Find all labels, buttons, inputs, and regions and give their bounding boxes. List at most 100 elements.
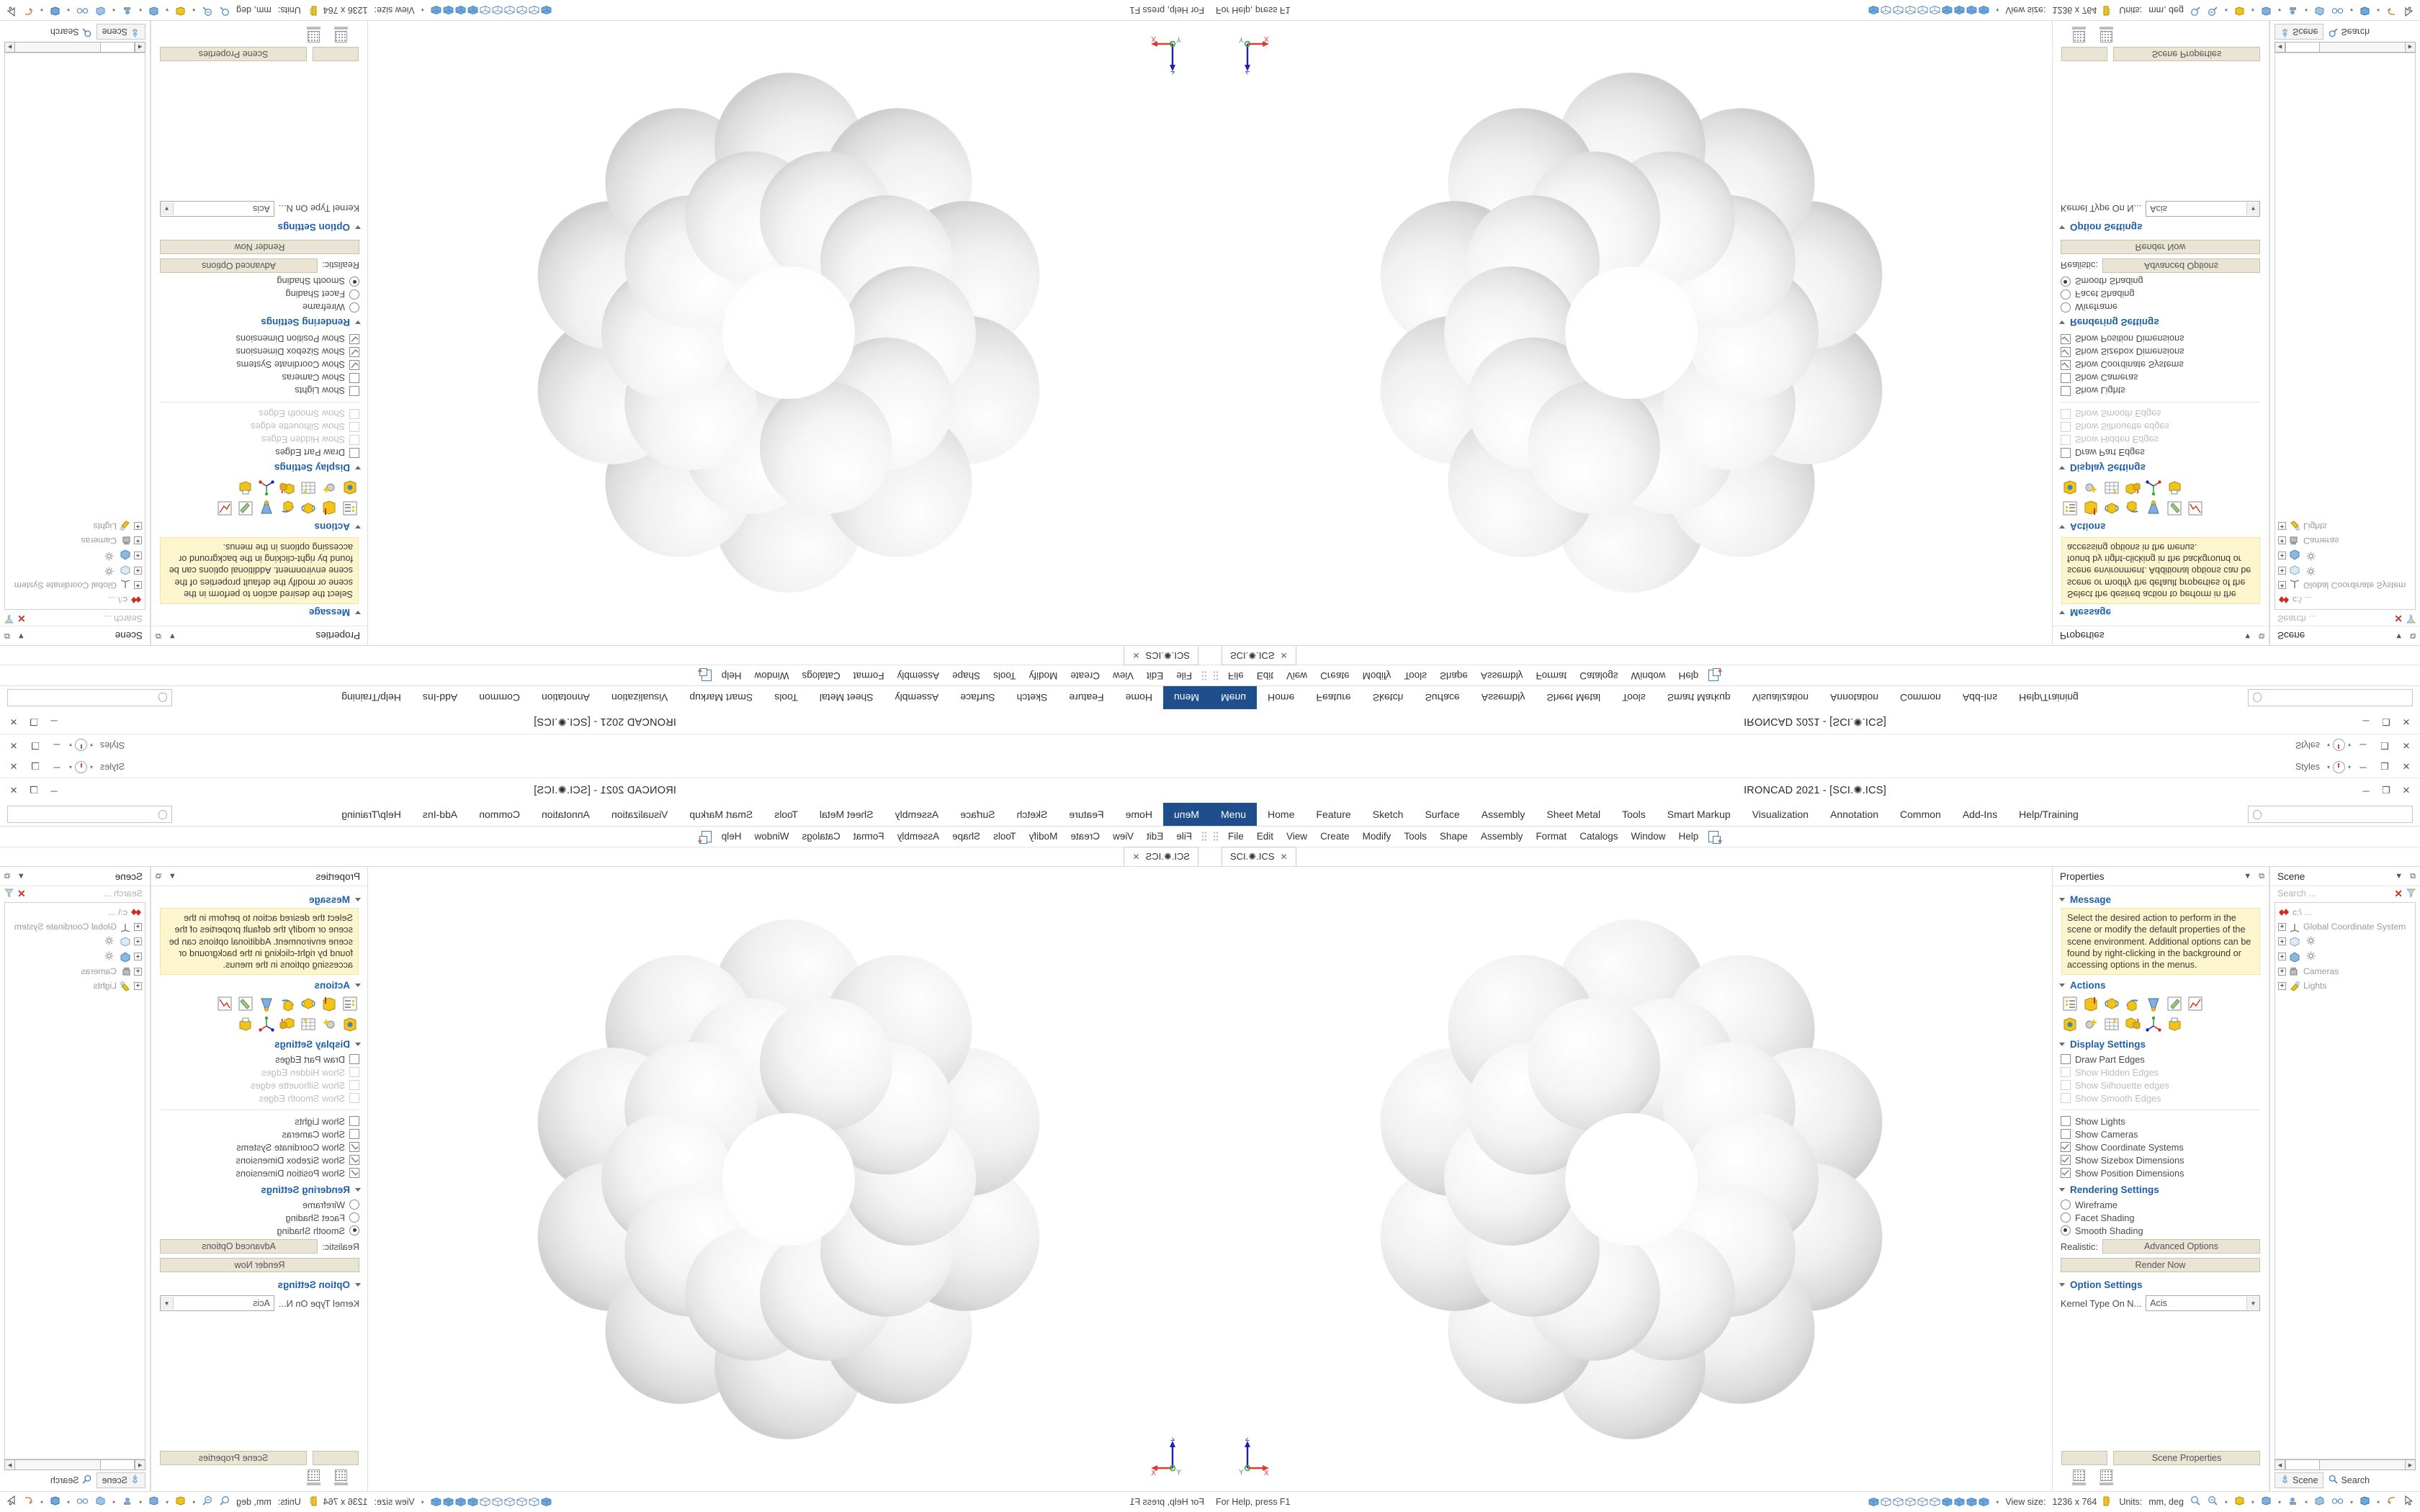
- page-setup-icon[interactable]: +: [698, 831, 712, 846]
- checkbox-show-position-dimensions[interactable]: Show Position Dimensions: [151, 333, 367, 346]
- view-cube-icon[interactable]: [2360, 4, 2370, 17]
- advanced-options-button[interactable]: Advanced Options: [160, 1239, 318, 1254]
- scene-tree-node[interactable]: [2275, 563, 2415, 578]
- scene-search-input[interactable]: Search ...: [104, 613, 143, 624]
- menu-item-format[interactable]: Format: [1536, 831, 1567, 842]
- restore-button[interactable]: ❐: [2380, 761, 2389, 772]
- checkbox-show-cameras[interactable]: Show Cameras: [151, 372, 367, 384]
- menu-item-view[interactable]: View: [1112, 831, 1134, 842]
- scroll-right-arrow-icon[interactable]: ▶: [4, 1459, 15, 1470]
- sweep-icon[interactable]: [279, 500, 295, 516]
- menu-item-create[interactable]: Create: [1320, 831, 1350, 842]
- select-arrow-icon[interactable]: [6, 4, 17, 17]
- display-settings-group-header[interactable]: Display Settings: [2059, 462, 2269, 473]
- menu-item-assembly[interactable]: Assembly: [1480, 831, 1523, 842]
- view-cube-7[interactable]: [467, 1497, 478, 1507]
- ribbon-tab-smart-markup[interactable]: Smart Markup: [689, 809, 753, 820]
- sweep-icon[interactable]: [2125, 500, 2141, 516]
- shading-chevron-down-icon[interactable]: ▾: [2277, 6, 2281, 14]
- perspective-icon[interactable]: [2314, 1495, 2325, 1508]
- checkbox-box[interactable]: [349, 1168, 359, 1179]
- view-cube-4[interactable]: [504, 5, 515, 15]
- revolve-icon[interactable]: [2104, 996, 2120, 1012]
- menu-item-view[interactable]: View: [1286, 831, 1308, 842]
- model-blob-torus[interactable]: [516, 60, 1063, 607]
- ribbon-tab-menu[interactable]: Menu: [1162, 803, 1210, 826]
- scroll-thumb[interactable]: [2285, 42, 2320, 53]
- checkbox-box[interactable]: [349, 1054, 359, 1065]
- close-button[interactable]: ✕: [2402, 761, 2411, 772]
- scene-properties-button[interactable]: Scene Properties: [160, 47, 307, 61]
- kernel-type-select[interactable]: Acis ▼: [2146, 200, 2260, 217]
- model-blob-torus[interactable]: [516, 906, 1063, 1453]
- assembly-icon[interactable]: [2125, 480, 2141, 496]
- loft-icon[interactable]: [2146, 500, 2161, 516]
- glasses-chevron-down-icon[interactable]: ▾: [67, 1498, 71, 1506]
- ribbon-search-input[interactable]: [2264, 692, 2408, 703]
- zoom-chevron-down-icon[interactable]: ▾: [2224, 1498, 2228, 1506]
- render-mode-icon[interactable]: [2234, 1495, 2245, 1508]
- print-icon[interactable]: [238, 1016, 254, 1032]
- kernel-type-chevron-down-icon[interactable]: ▼: [161, 202, 174, 215]
- filter-az-icon[interactable]: [4, 887, 14, 900]
- checkbox-show-lights[interactable]: Show Lights: [2053, 1115, 2269, 1128]
- checkbox-box[interactable]: [2061, 333, 2071, 344]
- list-properties-icon[interactable]: [2062, 500, 2078, 516]
- scene-tree-node[interactable]: Cameras: [5, 534, 145, 548]
- page-setup-icon[interactable]: +: [1708, 666, 1722, 681]
- scene-tree-node[interactable]: [2275, 934, 2415, 949]
- animation-icon[interactable]: [2083, 1016, 2099, 1032]
- checkbox-show-sizebox-dimensions[interactable]: Show Sizebox Dimensions: [2053, 346, 2269, 359]
- view-cube-8[interactable]: [1954, 5, 1965, 15]
- radio-facet-shading[interactable]: Facet Shading: [151, 1211, 367, 1224]
- checkbox-show-position-dimensions[interactable]: Show Position Dimensions: [2053, 1166, 2269, 1179]
- render-now-button[interactable]: Render Now: [160, 239, 359, 254]
- camera-save-icon[interactable]: [122, 1495, 133, 1508]
- checkbox-box[interactable]: [2061, 346, 2071, 357]
- ribbon-tab-assembly[interactable]: Assembly: [1481, 809, 1525, 820]
- undo-view-icon[interactable]: [23, 4, 34, 17]
- view-cubes-chevron-down-icon[interactable]: ▾: [1996, 1498, 1999, 1506]
- radio-smooth-shading[interactable]: Smooth Shading: [2053, 275, 2269, 288]
- view-cube-1[interactable]: [541, 5, 552, 15]
- print-icon[interactable]: [2166, 480, 2182, 496]
- expand-plus-icon[interactable]: [2278, 552, 2286, 559]
- expand-plus-icon[interactable]: [134, 937, 142, 945]
- clear-x-icon[interactable]: ✕: [17, 613, 26, 625]
- view-cube-10[interactable]: [431, 5, 442, 15]
- ribbon-tab-sketch[interactable]: Sketch: [1016, 809, 1048, 820]
- expand-plus-icon[interactable]: [134, 953, 142, 960]
- document-tab-close-icon[interactable]: ✕: [1280, 650, 1288, 661]
- checkbox-draw-part-edges[interactable]: Draw Part Edges: [2053, 446, 2269, 459]
- recent-chevron-down-icon[interactable]: ▾: [69, 763, 73, 770]
- view-cube-10[interactable]: [1978, 1497, 1989, 1507]
- scene-browser-tab-scene[interactable]: Scene: [96, 24, 145, 40]
- assembly-icon[interactable]: [279, 480, 295, 496]
- menu-item-shape[interactable]: Shape: [952, 670, 981, 681]
- properties-collapse-icon[interactable]: ▼: [2244, 631, 2252, 640]
- recent-chevron-down-icon[interactable]: ▾: [2347, 742, 2351, 749]
- menu-item-file[interactable]: File: [1228, 831, 1244, 842]
- radio-wireframe[interactable]: Wireframe: [2053, 301, 2269, 314]
- grid-view-button-2[interactable]: [307, 1470, 321, 1485]
- advanced-options-button[interactable]: Advanced Options: [2102, 1239, 2260, 1254]
- model-blob-torus[interactable]: [1358, 60, 1905, 607]
- graph-icon[interactable]: [217, 996, 233, 1012]
- grid-view-button-2[interactable]: [2099, 27, 2113, 42]
- view-cube-chevron-down-icon[interactable]: ▾: [2376, 1498, 2380, 1506]
- expand-plus-icon[interactable]: [134, 581, 142, 590]
- scene-search-input[interactable]: Search ...: [104, 888, 143, 899]
- ribbon-tab-menu[interactable]: Menu: [1210, 803, 1258, 826]
- ribbon-tab-help-training[interactable]: Help/Training: [341, 809, 401, 820]
- scroll-left-arrow-icon[interactable]: ◀: [135, 42, 145, 53]
- menu-item-assembly[interactable]: Assembly: [897, 831, 940, 842]
- checkbox-show-lights[interactable]: Show Lights: [2053, 384, 2269, 397]
- ribbon-tab-visualization[interactable]: Visualization: [1752, 809, 1809, 820]
- camera-save-icon[interactable]: [2287, 4, 2298, 17]
- expand-plus-icon[interactable]: [2278, 536, 2286, 545]
- clear-x-icon[interactable]: ✕: [2394, 613, 2403, 625]
- properties-extra-button[interactable]: [313, 1451, 359, 1465]
- scene-collapse-icon[interactable]: ▼: [17, 872, 25, 881]
- restore-button[interactable]: ❐: [31, 740, 40, 751]
- menu-item-create[interactable]: Create: [1070, 831, 1100, 842]
